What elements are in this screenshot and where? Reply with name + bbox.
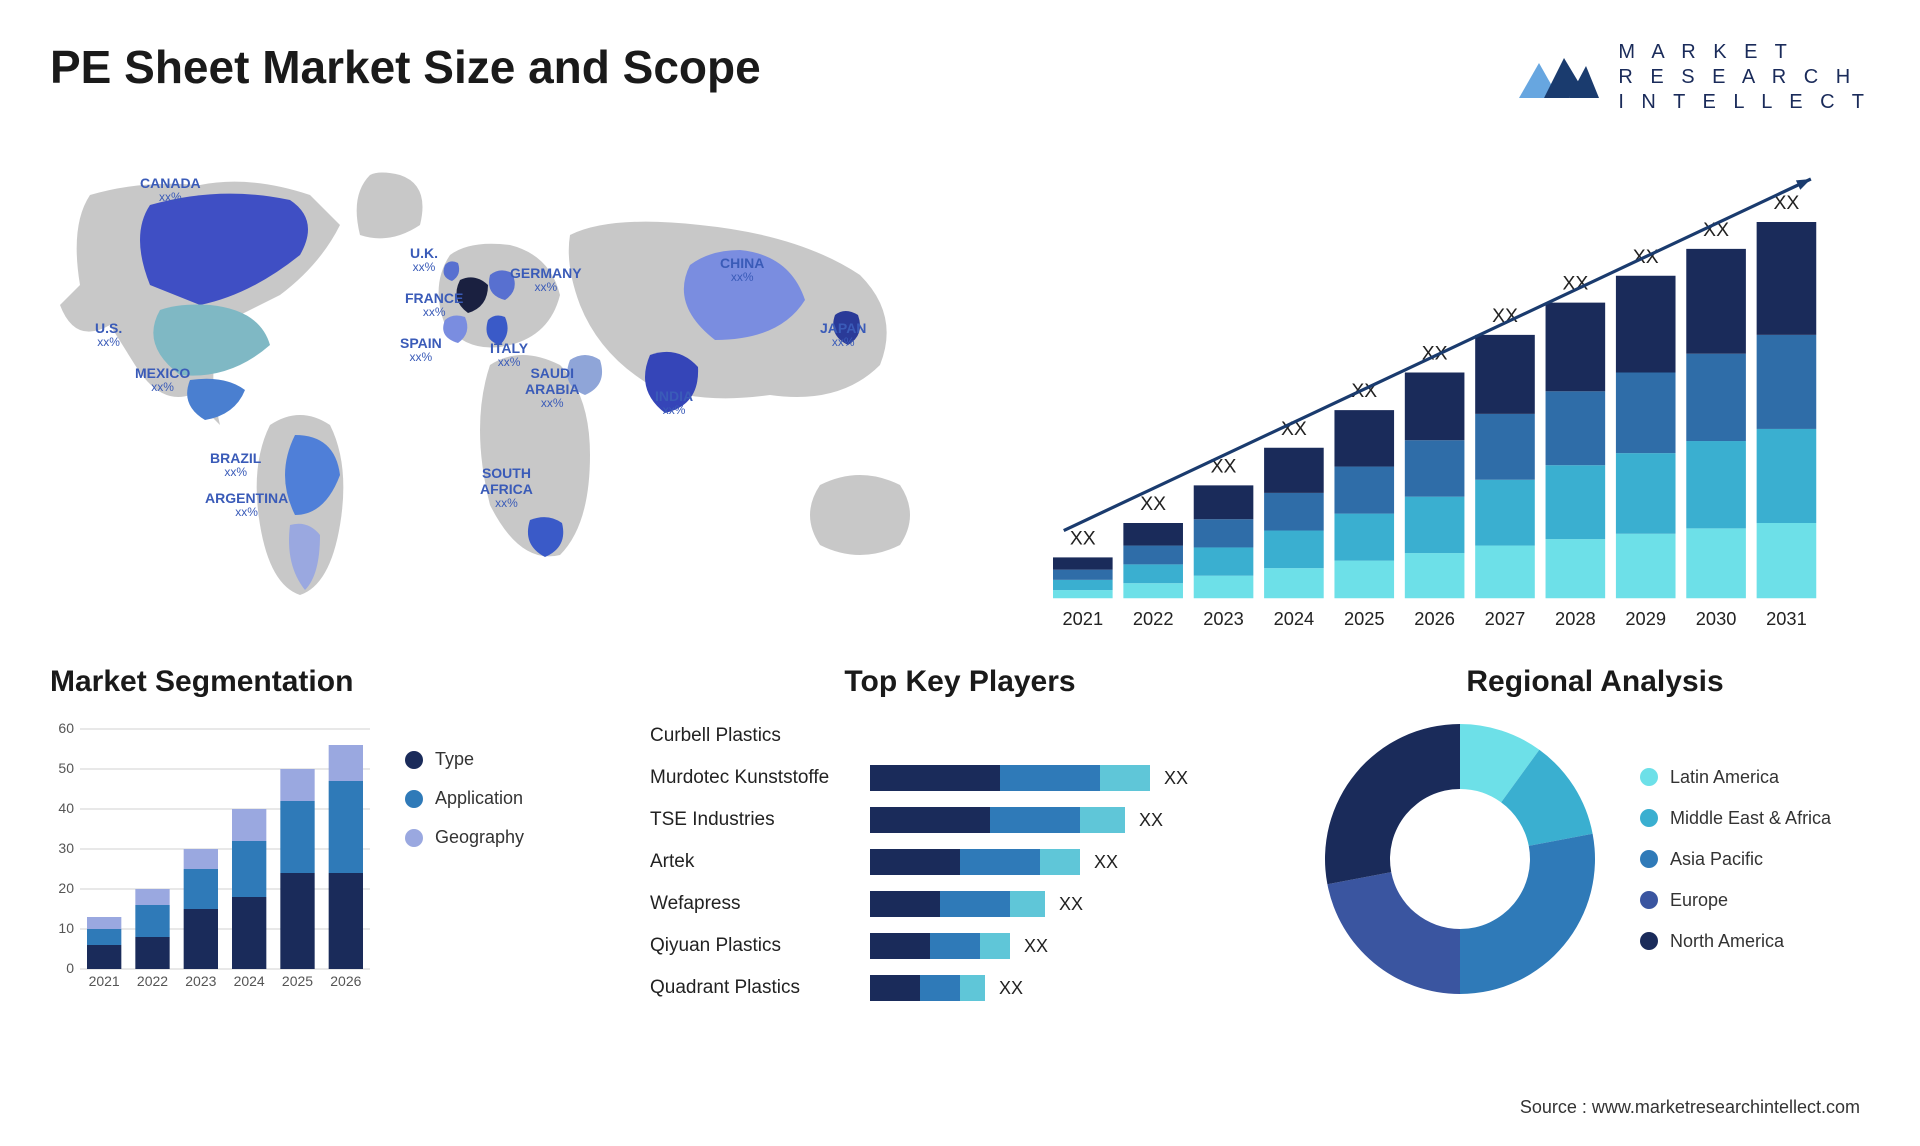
player-row: Murdotec Kunststoffe XX — [650, 761, 1270, 795]
legend-item: North America — [1640, 931, 1831, 952]
svg-text:2027: 2027 — [1485, 608, 1526, 629]
svg-text:XX: XX — [1140, 493, 1166, 515]
svg-text:50: 50 — [58, 760, 74, 776]
map-label: BRAZILxx% — [210, 450, 261, 480]
player-value: XX — [1139, 810, 1163, 831]
svg-text:2029: 2029 — [1625, 608, 1666, 629]
svg-text:2025: 2025 — [1344, 608, 1385, 629]
map-label: INDIAxx% — [655, 388, 693, 418]
player-value: XX — [1164, 768, 1188, 789]
player-bar — [870, 975, 985, 1001]
svg-text:60: 60 — [58, 720, 74, 736]
svg-text:2021: 2021 — [89, 973, 120, 989]
regional-legend: Latin America Middle East & Africa Asia Pa… — [1640, 767, 1831, 952]
svg-text:2031: 2031 — [1766, 608, 1807, 629]
svg-text:20: 20 — [58, 880, 74, 896]
page-title: PE Sheet Market Size and Scope — [50, 40, 761, 94]
map-label: JAPANxx% — [820, 320, 866, 350]
svg-text:2024: 2024 — [1274, 608, 1315, 629]
svg-text:2023: 2023 — [185, 973, 216, 989]
source-label: Source : www.marketresearchintellect.com — [1520, 1097, 1860, 1118]
map-label: U.S.xx% — [95, 320, 122, 350]
map-label: GERMANYxx% — [510, 265, 582, 295]
svg-text:2021: 2021 — [1062, 608, 1103, 629]
svg-text:2024: 2024 — [234, 973, 265, 989]
segmentation-panel: Market Segmentation 0 10 20 30 40 50 60 2021 202… — [50, 665, 600, 1005]
player-row: TSE Industries XX — [650, 803, 1270, 837]
svg-text:2026: 2026 — [330, 973, 361, 989]
player-row: Wefapress XX — [650, 887, 1270, 921]
svg-text:2022: 2022 — [1133, 608, 1174, 629]
legend-item: Europe — [1640, 890, 1831, 911]
legend-item: Type — [405, 749, 524, 770]
map-label: ARGENTINAxx% — [205, 490, 288, 520]
segmentation-chart: 0 10 20 30 40 50 60 2021 2022 2023 2024 2025 2026 — [50, 719, 380, 989]
growth-chart: XX2021XX2022XX2023XX2024XX2025XX2026XX20… — [1010, 155, 1870, 665]
regional-title: Regional Analysis — [1320, 665, 1870, 699]
growth-chart-panel: XX2021XX2022XX2023XX2024XX2025XX2026XX20… — [1010, 145, 1870, 625]
player-bar — [870, 849, 1080, 875]
brand-logo: M A R K E T R E S E A R C H I N T E L L … — [1514, 40, 1870, 115]
legend-item: Application — [405, 788, 524, 809]
player-value: XX — [999, 978, 1023, 999]
legend-item: Asia Pacific — [1640, 849, 1831, 870]
svg-text:2026: 2026 — [1414, 608, 1455, 629]
regional-panel: Regional Analysis Latin America Middle Ea… — [1320, 665, 1870, 1005]
map-label: ITALYxx% — [490, 340, 528, 370]
map-label: FRANCExx% — [405, 290, 463, 320]
svg-text:2028: 2028 — [1555, 608, 1596, 629]
svg-text:XX: XX — [1070, 528, 1096, 550]
map-label: U.K.xx% — [410, 245, 438, 275]
legend-item: Geography — [405, 827, 524, 848]
player-row: Qiyuan Plastics XX — [650, 929, 1270, 963]
svg-text:10: 10 — [58, 920, 74, 936]
svg-text:2030: 2030 — [1696, 608, 1737, 629]
logo-icon — [1514, 48, 1604, 108]
map-label: SOUTHAFRICAxx% — [480, 465, 533, 511]
segmentation-legend: Type Application Geography — [405, 719, 524, 989]
players-panel: Top Key Players Curbell Plastics Murdotec… — [650, 665, 1270, 1005]
player-name: Quadrant Plastics — [650, 977, 870, 999]
player-value: XX — [1059, 894, 1083, 915]
map-label: SPAINxx% — [400, 335, 442, 365]
map-label: MEXICOxx% — [135, 365, 190, 395]
map-mexico — [187, 379, 245, 420]
player-row: Artek XX — [650, 845, 1270, 879]
map-label: CHINAxx% — [720, 255, 764, 285]
svg-text:40: 40 — [58, 800, 74, 816]
player-name: Artek — [650, 851, 870, 873]
svg-text:2025: 2025 — [282, 973, 313, 989]
player-row: Curbell Plastics — [650, 719, 1270, 753]
player-value: XX — [1024, 936, 1048, 957]
logo-line2: R E S E A R C H — [1618, 65, 1870, 90]
logo-line3: I N T E L L E C T — [1618, 90, 1870, 115]
segmentation-title: Market Segmentation — [50, 665, 600, 699]
legend-item: Middle East & Africa — [1640, 808, 1831, 829]
svg-text:2022: 2022 — [137, 973, 168, 989]
regional-donut — [1320, 719, 1600, 999]
player-value: XX — [1094, 852, 1118, 873]
svg-text:0: 0 — [66, 960, 74, 976]
player-bar — [870, 891, 1045, 917]
players-title: Top Key Players — [650, 665, 1270, 699]
player-bar — [870, 933, 1010, 959]
player-name: Wefapress — [650, 893, 870, 915]
map-label: CANADAxx% — [140, 175, 201, 205]
player-bar — [870, 807, 1125, 833]
player-name: Curbell Plastics — [650, 725, 870, 747]
map-label: SAUDIARABIAxx% — [525, 365, 579, 411]
svg-text:2023: 2023 — [1203, 608, 1244, 629]
svg-text:30: 30 — [58, 840, 74, 856]
player-bar — [870, 765, 1150, 791]
player-name: Murdotec Kunststoffe — [650, 767, 870, 789]
legend-item: Latin America — [1640, 767, 1831, 788]
player-name: Qiyuan Plastics — [650, 935, 870, 957]
player-row: Quadrant Plastics XX — [650, 971, 1270, 1005]
world-map-panel: CANADAxx% U.S.xx% MEXICOxx% BRAZILxx% ARGENT… — [50, 145, 970, 625]
player-name: TSE Industries — [650, 809, 870, 831]
logo-line1: M A R K E T — [1618, 40, 1870, 65]
